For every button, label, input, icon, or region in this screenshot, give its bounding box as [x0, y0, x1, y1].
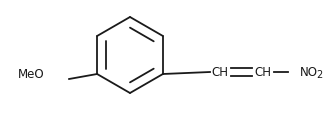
Text: CH: CH — [255, 65, 271, 79]
Text: MeO: MeO — [18, 68, 45, 82]
Text: 2: 2 — [316, 71, 322, 80]
Text: NO: NO — [300, 65, 318, 79]
Text: CH: CH — [211, 65, 228, 79]
